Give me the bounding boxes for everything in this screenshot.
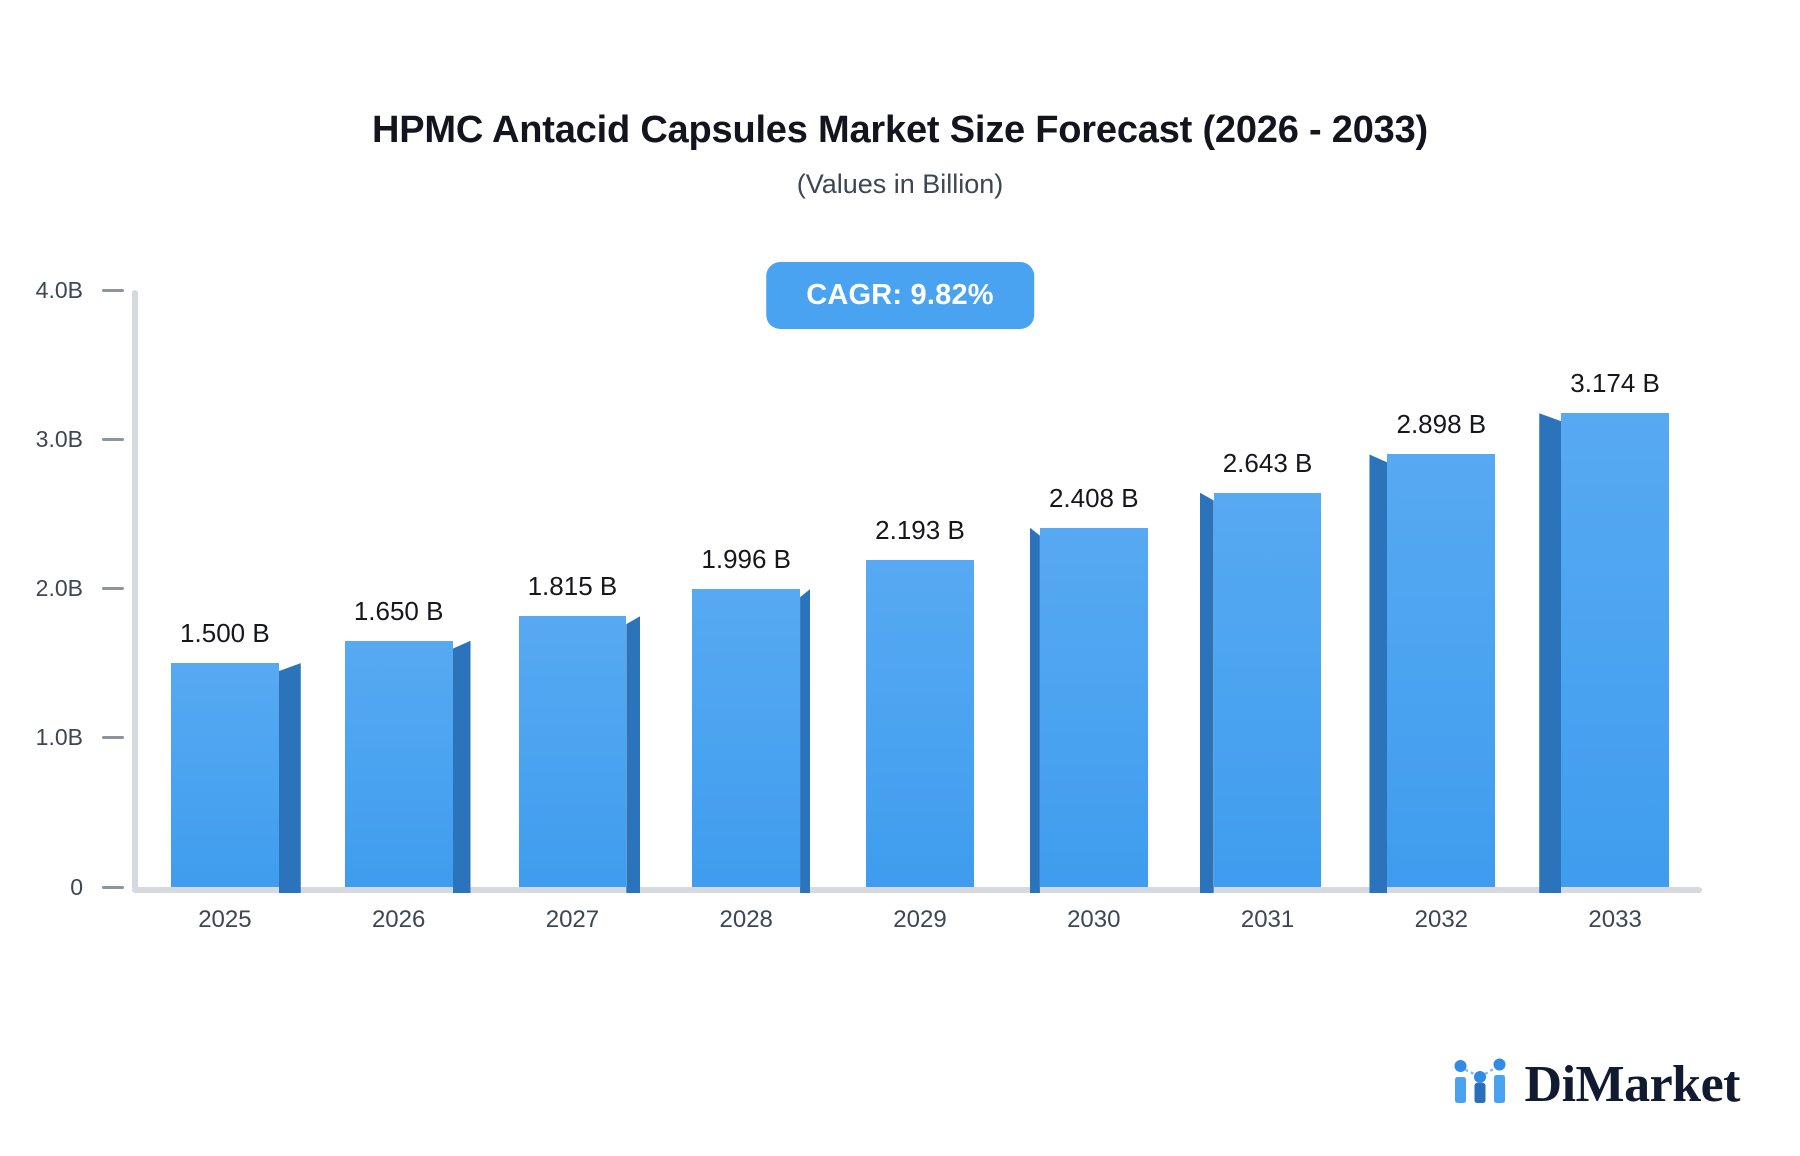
bar-series: 1.500 B 1.650 B 1.815 B 1.996 B 2.193 B 2.408… — [138, 290, 1702, 893]
y-axis-tick-label: 3.0B — [35, 425, 83, 452]
bar-column[interactable]: 1.815 B — [518, 290, 641, 893]
x-axis-label: 2033 — [1588, 906, 1642, 933]
chart-subtitle: (Values in Billion) — [796, 168, 1004, 199]
bar-value-label: 1.996 B — [701, 544, 792, 575]
bar-column[interactable]: 2.193 B — [866, 290, 974, 887]
bar-side-shadow — [626, 616, 641, 893]
bar-face — [1039, 527, 1148, 887]
x-axis-label: 2028 — [719, 906, 773, 933]
bar-side-shadow — [1369, 454, 1388, 893]
bar-column[interactable]: 1.650 B — [344, 290, 471, 893]
bar-column[interactable]: 1.996 B — [692, 290, 811, 893]
y-axis-tick: 4.0B — [0, 277, 124, 303]
bar-column[interactable]: 1.500 B — [171, 290, 301, 893]
brand-logo: DiMarket — [1451, 1053, 1741, 1116]
bar-face — [692, 589, 801, 887]
bar-value-label: 1.650 B — [353, 595, 444, 626]
y-axis-tick-mark — [102, 587, 124, 590]
y-axis-tick-mark — [102, 885, 124, 889]
y-axis-tick-label: 4.0B — [35, 276, 83, 303]
y-axis-tick-mark — [102, 437, 124, 441]
bar-chart-icon — [1451, 1053, 1509, 1116]
title-block: HPMC Antacid Capsules Market Size Foreca… — [0, 108, 1800, 200]
y-axis-tick-mark — [102, 736, 124, 740]
bar-side-shadow — [1029, 527, 1040, 893]
bar-value-label: 2.193 B — [875, 514, 965, 545]
bar-face — [518, 616, 627, 887]
x-axis-label: 2031 — [1240, 906, 1295, 933]
bar-face — [344, 640, 453, 887]
y-axis-tick: 1.0B — [0, 724, 124, 750]
bar-side-shadow — [278, 663, 301, 893]
bar-side-shadow — [452, 640, 471, 893]
page-title: HPMC Antacid Capsules Market Size Foreca… — [371, 109, 1428, 151]
bar[interactable]: 2.898 B — [1369, 409, 1496, 893]
bar-value-label: 2.643 B — [1222, 447, 1313, 478]
y-axis-tick: 0 — [0, 874, 124, 900]
y-axis-tick: 3.0B — [0, 426, 124, 452]
y-axis-tick-label: 0 — [70, 873, 83, 900]
bar-value-label: 1.815 B — [527, 571, 618, 602]
y-axis-line — [132, 290, 138, 890]
bar[interactable]: 2.408 B — [1029, 483, 1148, 893]
bar[interactable]: 1.650 B — [344, 596, 471, 893]
bar-face — [171, 663, 279, 887]
y-axis-tick-label: 1.0B — [35, 724, 83, 751]
x-axis-label: 2025 — [198, 906, 252, 933]
bar[interactable]: 3.174 B — [1539, 368, 1669, 893]
cagr-badge: CAGR: 9.82% — [766, 262, 1034, 329]
bar[interactable]: 1.815 B — [518, 571, 641, 893]
x-axis-label: 2032 — [1414, 906, 1469, 933]
bar-column[interactable]: 2.408 B — [1029, 290, 1148, 893]
x-axis-label: 2026 — [371, 906, 426, 933]
x-axis-line — [132, 887, 1702, 893]
x-axis-label: 2027 — [545, 906, 600, 933]
bar-face — [1561, 413, 1669, 887]
bar-face — [1213, 492, 1322, 887]
bar-column[interactable]: 2.898 B — [1369, 290, 1496, 893]
bar-value-label: 1.500 B — [180, 618, 270, 649]
bar-column[interactable]: 2.643 B — [1199, 290, 1322, 893]
bar-face — [1387, 454, 1496, 887]
bar-value-label: 2.898 B — [1396, 409, 1487, 440]
bar-side-shadow — [1539, 413, 1562, 893]
bar-side-shadow — [1199, 492, 1214, 893]
bar-side-shadow — [800, 589, 811, 893]
bar-column[interactable]: 3.174 B — [1539, 290, 1669, 893]
y-axis-tick: 2.0B — [0, 575, 124, 601]
logo-text: DiMarket — [1524, 1055, 1741, 1113]
bar-value-label: 3.174 B — [1570, 368, 1660, 399]
bar-value-label: 2.408 B — [1048, 482, 1139, 513]
x-axis-label: 2029 — [893, 906, 947, 933]
x-axis-label: 2030 — [1067, 906, 1121, 933]
bar[interactable]: 2.193 B — [866, 515, 974, 887]
y-axis-tick-mark — [102, 288, 124, 292]
bar[interactable]: 1.996 B — [692, 544, 811, 893]
y-axis-tick-label: 2.0B — [35, 575, 83, 601]
bar-face — [866, 559, 974, 887]
bar[interactable]: 2.643 B — [1199, 448, 1322, 893]
bar[interactable]: 1.500 B — [171, 618, 301, 893]
